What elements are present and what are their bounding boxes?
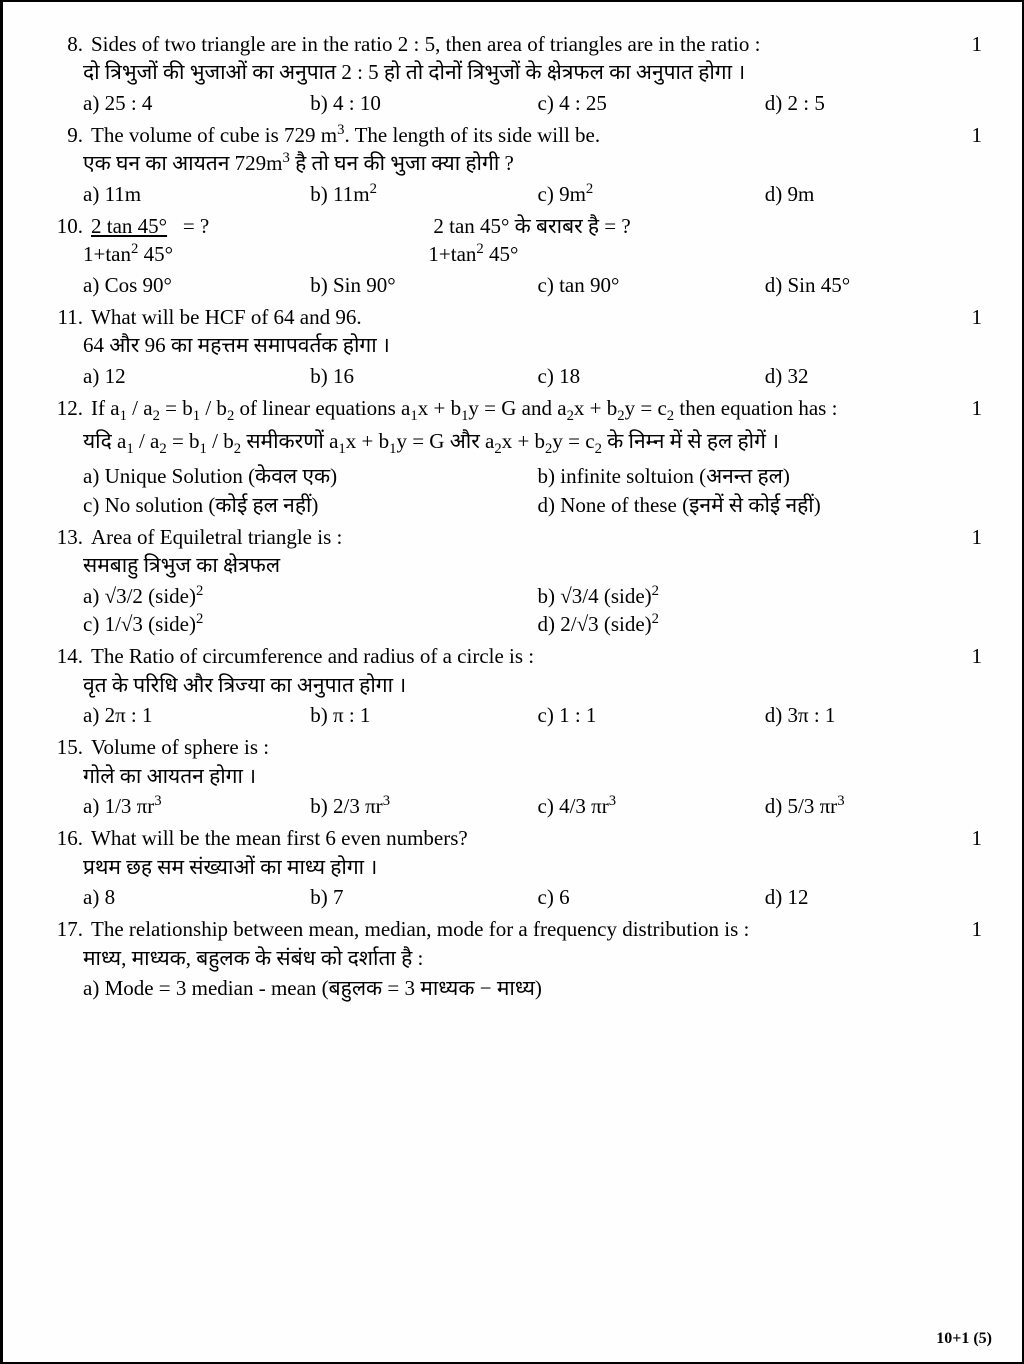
q13-option-d: d) 2/√3 (side)2 bbox=[538, 610, 993, 638]
q16-text-en: What will be the mean first 6 even numbe… bbox=[91, 824, 992, 852]
q8-option-b: b) 4 : 10 bbox=[310, 89, 537, 117]
q9-text-en: The volume of cube is 729 m3. The length… bbox=[91, 121, 992, 149]
q17-option-a: a) Mode = 3 median - mean (बहुलक = 3 माध… bbox=[83, 974, 992, 1002]
question-17: 17. The relationship between mean, media… bbox=[43, 915, 992, 1002]
exam-page: 8. Sides of two triangle are in the rati… bbox=[0, 0, 1024, 1364]
question-11: 11. What will be HCF of 64 and 96. 1 64 … bbox=[43, 303, 992, 390]
q14-number: 14. bbox=[43, 642, 91, 670]
q14-option-b: b) π : 1 bbox=[310, 701, 537, 729]
q17-text-en: The relationship between mean, median, m… bbox=[91, 915, 992, 943]
q11-text-en: What will be HCF of 64 and 96. bbox=[91, 303, 992, 331]
q9-number: 9. bbox=[43, 121, 91, 149]
q12-option-b: b) infinite soltuion (अनन्त हल) bbox=[538, 462, 993, 490]
q13-option-b: b) √3/4 (side)2 bbox=[538, 582, 993, 610]
q8-text-hi: दो त्रिभुजों की भुजाओं का अनुपात 2 : 5 ह… bbox=[83, 58, 992, 86]
q15-option-d: d) 5/3 πr3 bbox=[765, 792, 992, 820]
q15-option-a: a) 1/3 πr3 bbox=[83, 792, 310, 820]
question-8: 8. Sides of two triangle are in the rati… bbox=[43, 30, 992, 117]
q9-option-d: d) 9m bbox=[765, 180, 992, 208]
q11-option-a: a) 12 bbox=[83, 362, 310, 390]
q12-marks: 1 bbox=[972, 394, 983, 422]
q14-option-d: d) 3π : 1 bbox=[765, 701, 992, 729]
q9-text-hi: एक घन का आयतन 729m3 है तो घन की भुजा क्य… bbox=[83, 149, 992, 177]
q9-option-c: c) 9m2 bbox=[538, 180, 765, 208]
q16-marks: 1 bbox=[972, 824, 983, 852]
q10-lhs-denominator: 1+tan2 45° bbox=[83, 240, 428, 268]
q10-option-b: b) Sin 90° bbox=[310, 271, 537, 299]
q13-option-a: a) √3/2 (side)2 bbox=[83, 582, 538, 610]
q8-marks: 1 bbox=[972, 30, 983, 58]
q10-number: 10. bbox=[43, 212, 91, 240]
q11-option-c: c) 18 bbox=[538, 362, 765, 390]
q10-lhs-numerator: 2 tan 45° bbox=[91, 214, 167, 238]
q12-number: 12. bbox=[43, 394, 91, 422]
question-14: 14. The Ratio of circumference and radiu… bbox=[43, 642, 992, 729]
q11-marks: 1 bbox=[972, 303, 983, 331]
q12-option-a: a) Unique Solution (केवल एक) bbox=[83, 462, 538, 490]
q16-option-d: d) 12 bbox=[765, 883, 992, 911]
q11-option-b: b) 16 bbox=[310, 362, 537, 390]
q13-text-en: Area of Equiletral triangle is : bbox=[91, 523, 992, 551]
question-16: 16. What will be the mean first 6 even n… bbox=[43, 824, 992, 911]
q12-text-hi: यदि a1 / a2 = b1 / b2 समीकरणों a1x + b1y… bbox=[83, 427, 992, 460]
q10-option-d: d) Sin 45° bbox=[765, 271, 992, 299]
question-12: 12. If a1 / a2 = b1 / b2 of linear equat… bbox=[43, 394, 992, 519]
q14-option-c: c) 1 : 1 bbox=[538, 701, 765, 729]
q9-option-b: b) 11m2 bbox=[310, 180, 537, 208]
q10-equals: = ? bbox=[183, 214, 209, 238]
q14-marks: 1 bbox=[972, 642, 983, 670]
q15-option-c: c) 4/3 πr3 bbox=[538, 792, 765, 820]
q13-text-hi: समबाहु त्रिभुज का क्षेत्रफल bbox=[83, 551, 992, 579]
q15-option-b: b) 2/3 πr3 bbox=[310, 792, 537, 820]
q13-option-c: c) 1/√3 (side)2 bbox=[83, 610, 538, 638]
q11-text-hi: 64 और 96 का महत्तम समापवर्तक होगा । bbox=[83, 331, 992, 359]
q8-number: 8. bbox=[43, 30, 91, 58]
q16-number: 16. bbox=[43, 824, 91, 852]
q9-marks: 1 bbox=[972, 121, 983, 149]
q17-number: 17. bbox=[43, 915, 91, 943]
q11-number: 11. bbox=[43, 303, 91, 331]
q12-option-c: c) No solution (कोई हल नहीं) bbox=[83, 491, 538, 519]
q14-option-a: a) 2π : 1 bbox=[83, 701, 310, 729]
q13-marks: 1 bbox=[972, 523, 983, 551]
q13-number: 13. bbox=[43, 523, 91, 551]
question-9: 9. The volume of cube is 729 m3. The len… bbox=[43, 121, 992, 208]
q17-text-hi: माध्य, माध्यक, बहुलक के संबंध को दर्शाता… bbox=[83, 944, 992, 972]
q8-text-en: Sides of two triangle are in the ratio 2… bbox=[91, 32, 760, 56]
q11-option-d: d) 32 bbox=[765, 362, 992, 390]
q15-text-en: Volume of sphere is : bbox=[91, 733, 992, 761]
question-15: 15. Volume of sphere is : गोले का आयतन ह… bbox=[43, 733, 992, 820]
q15-text-hi: गोले का आयतन होगा । bbox=[83, 762, 992, 790]
q8-option-d: d) 2 : 5 bbox=[765, 89, 992, 117]
q9-option-a: a) 11m bbox=[83, 180, 310, 208]
q12-option-d: d) None of these (इनमें से कोई नहीं) bbox=[538, 491, 993, 519]
q8-option-c: c) 4 : 25 bbox=[538, 89, 765, 117]
q16-option-b: b) 7 bbox=[310, 883, 537, 911]
q12-text-en: If a1 / a2 = b1 / b2 of linear equations… bbox=[91, 394, 992, 427]
q10-rhs-denominator: 1+tan2 45° bbox=[428, 240, 883, 268]
question-10: 10. 2 tan 45° = ? 2 tan 45° के बराबर है … bbox=[43, 212, 992, 299]
question-13: 13. Area of Equiletral triangle is : 1 स… bbox=[43, 523, 992, 638]
q8-option-a: a) 25 : 4 bbox=[83, 89, 310, 117]
q10-option-a: a) Cos 90° bbox=[83, 271, 310, 299]
q14-text-hi: वृत के परिधि और त्रिज्या का अनुपात होगा … bbox=[83, 671, 992, 699]
q16-option-a: a) 8 bbox=[83, 883, 310, 911]
q16-option-c: c) 6 bbox=[538, 883, 765, 911]
q10-option-c: c) tan 90° bbox=[538, 271, 765, 299]
q17-marks: 1 bbox=[972, 915, 983, 943]
page-footer: 10+1 (5) bbox=[936, 1328, 992, 1350]
q15-number: 15. bbox=[43, 733, 91, 761]
q16-text-hi: प्रथम छह सम संख्याओं का माध्य होगा । bbox=[83, 853, 992, 881]
q14-text-en: The Ratio of circumference and radius of… bbox=[91, 642, 992, 670]
